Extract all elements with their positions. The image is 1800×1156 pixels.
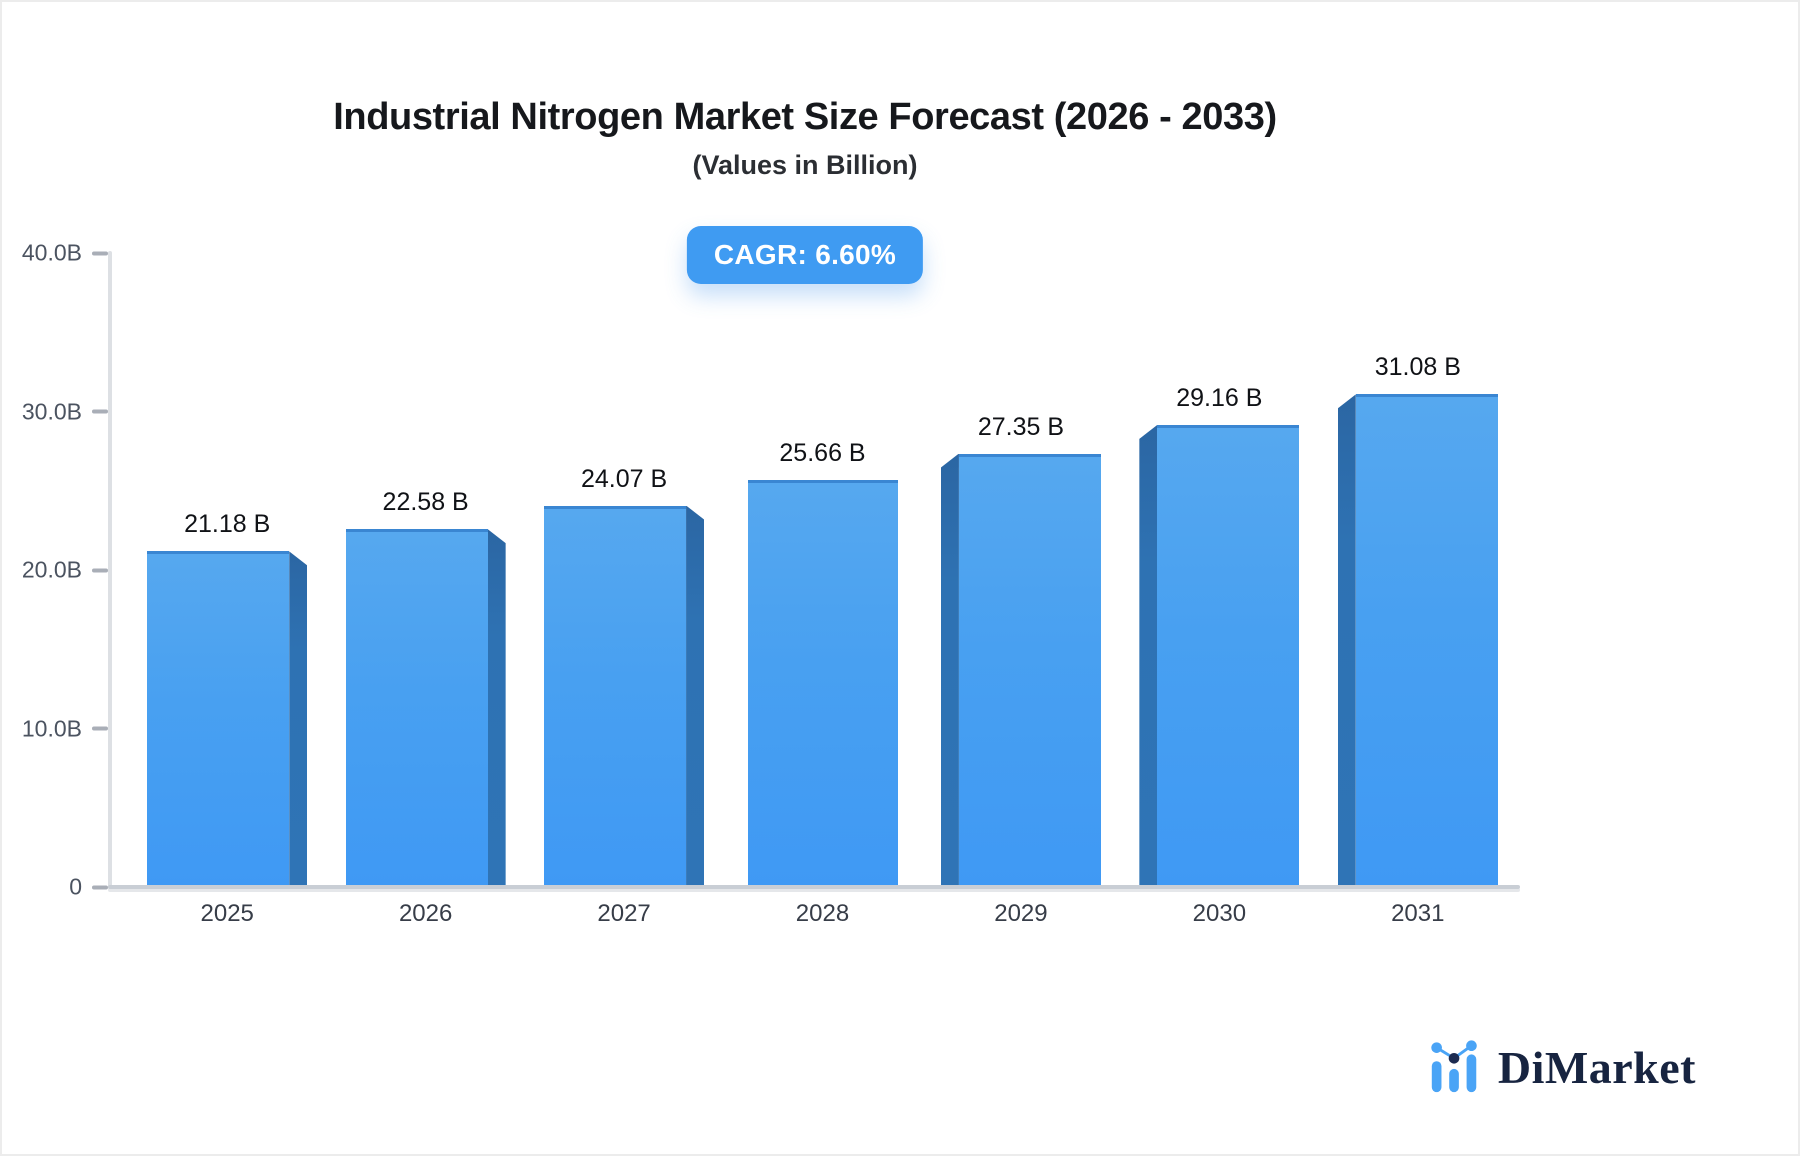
bar-side-face [1139, 424, 1158, 887]
bar-value-label: 22.58 B [382, 488, 469, 517]
bar-2026 [345, 529, 506, 887]
chart-subtitle: (Values in Billion) [692, 150, 918, 180]
y-tick-dash [92, 568, 108, 572]
y-tick: 20.0B [22, 557, 108, 584]
bar-2027 [544, 505, 705, 887]
y-tick-dash [92, 251, 108, 255]
bar-side-face [940, 453, 959, 887]
bar-front-face [147, 551, 290, 887]
bar-column-2031: 31.08 B [1337, 334, 1498, 887]
logo-text: DiMarket [1497, 1041, 1696, 1093]
y-axis-line [108, 251, 112, 889]
plot-area: 21.18 B 22.58 B 24.07 B 25.66 B 27.35 B 29.16… [108, 253, 1517, 887]
bar-side-face [487, 529, 506, 887]
y-tick-label: 40.0B [21, 239, 82, 266]
bar-2031 [1337, 394, 1498, 887]
bar-value-label: 25.66 B [779, 439, 866, 468]
chart-title: Industrial Nitrogen Market Size Forecast… [333, 96, 1277, 138]
bar-front-face [1355, 394, 1498, 887]
bar-front-face [345, 529, 488, 887]
x-tick-label-2025: 2025 [200, 900, 254, 927]
bar-column-2025: 21.18 B [147, 491, 308, 887]
y-tick-label: 0 [69, 873, 82, 900]
y-tick-dash [92, 726, 108, 731]
x-tick-label-2026: 2026 [398, 900, 453, 927]
x-tick-label-2031: 2031 [1391, 900, 1445, 927]
bar-column-2029: 27.35 B [940, 394, 1101, 887]
y-tick: 0 [69, 874, 108, 901]
bar-2025 [147, 551, 308, 887]
bar-column-2028: 25.66 B [743, 420, 903, 887]
bar-column-2027: 24.07 B [544, 446, 705, 887]
x-tick-label-2030: 2030 [1192, 900, 1247, 927]
x-tick-label-2029: 2029 [994, 900, 1048, 927]
y-tick: 40.0B [22, 240, 108, 267]
logo: DiMarket [1426, 1036, 1696, 1098]
bar-value-label: 21.18 B [184, 510, 271, 539]
bar-front-face [747, 480, 898, 887]
x-tick-label-2027: 2027 [597, 900, 651, 927]
y-tick-dash [92, 885, 108, 889]
cagr-badge: CAGR: 6.60% [686, 226, 924, 284]
bar-2029 [940, 453, 1101, 887]
x-axis-line [108, 885, 1520, 889]
y-tick: 10.0B [22, 715, 108, 742]
bar-column-2030: 29.16 B [1139, 365, 1300, 887]
bar-value-label: 27.35 B [977, 412, 1065, 441]
bar-2030 [1139, 424, 1300, 887]
x-tick-label-2028: 2028 [795, 900, 850, 927]
y-tick-label: 20.0B [21, 556, 82, 583]
bar-front-face [544, 505, 687, 887]
y-tick-label: 30.0B [21, 398, 82, 424]
logo-chart-icon [1431, 1040, 1477, 1093]
bar-front-face [1157, 424, 1300, 887]
bar-side-face [1337, 394, 1356, 887]
y-axis: 0 10.0B 20.0B 30.0B 40.0B [0, 240, 108, 900]
bar-value-label: 29.16 B [1176, 383, 1263, 412]
bar-2028 [743, 480, 903, 887]
bar-side-face [289, 551, 308, 887]
bar-column-2026: 22.58 B [345, 469, 506, 887]
bar-value-label: 24.07 B [580, 464, 668, 493]
y-tick: 30.0B [22, 398, 108, 425]
bar-value-label: 31.08 B [1374, 353, 1461, 382]
y-tick-dash [92, 409, 108, 414]
bar-front-face [958, 453, 1101, 887]
y-tick-label: 10.0B [21, 715, 82, 741]
bar-side-face [686, 505, 705, 887]
